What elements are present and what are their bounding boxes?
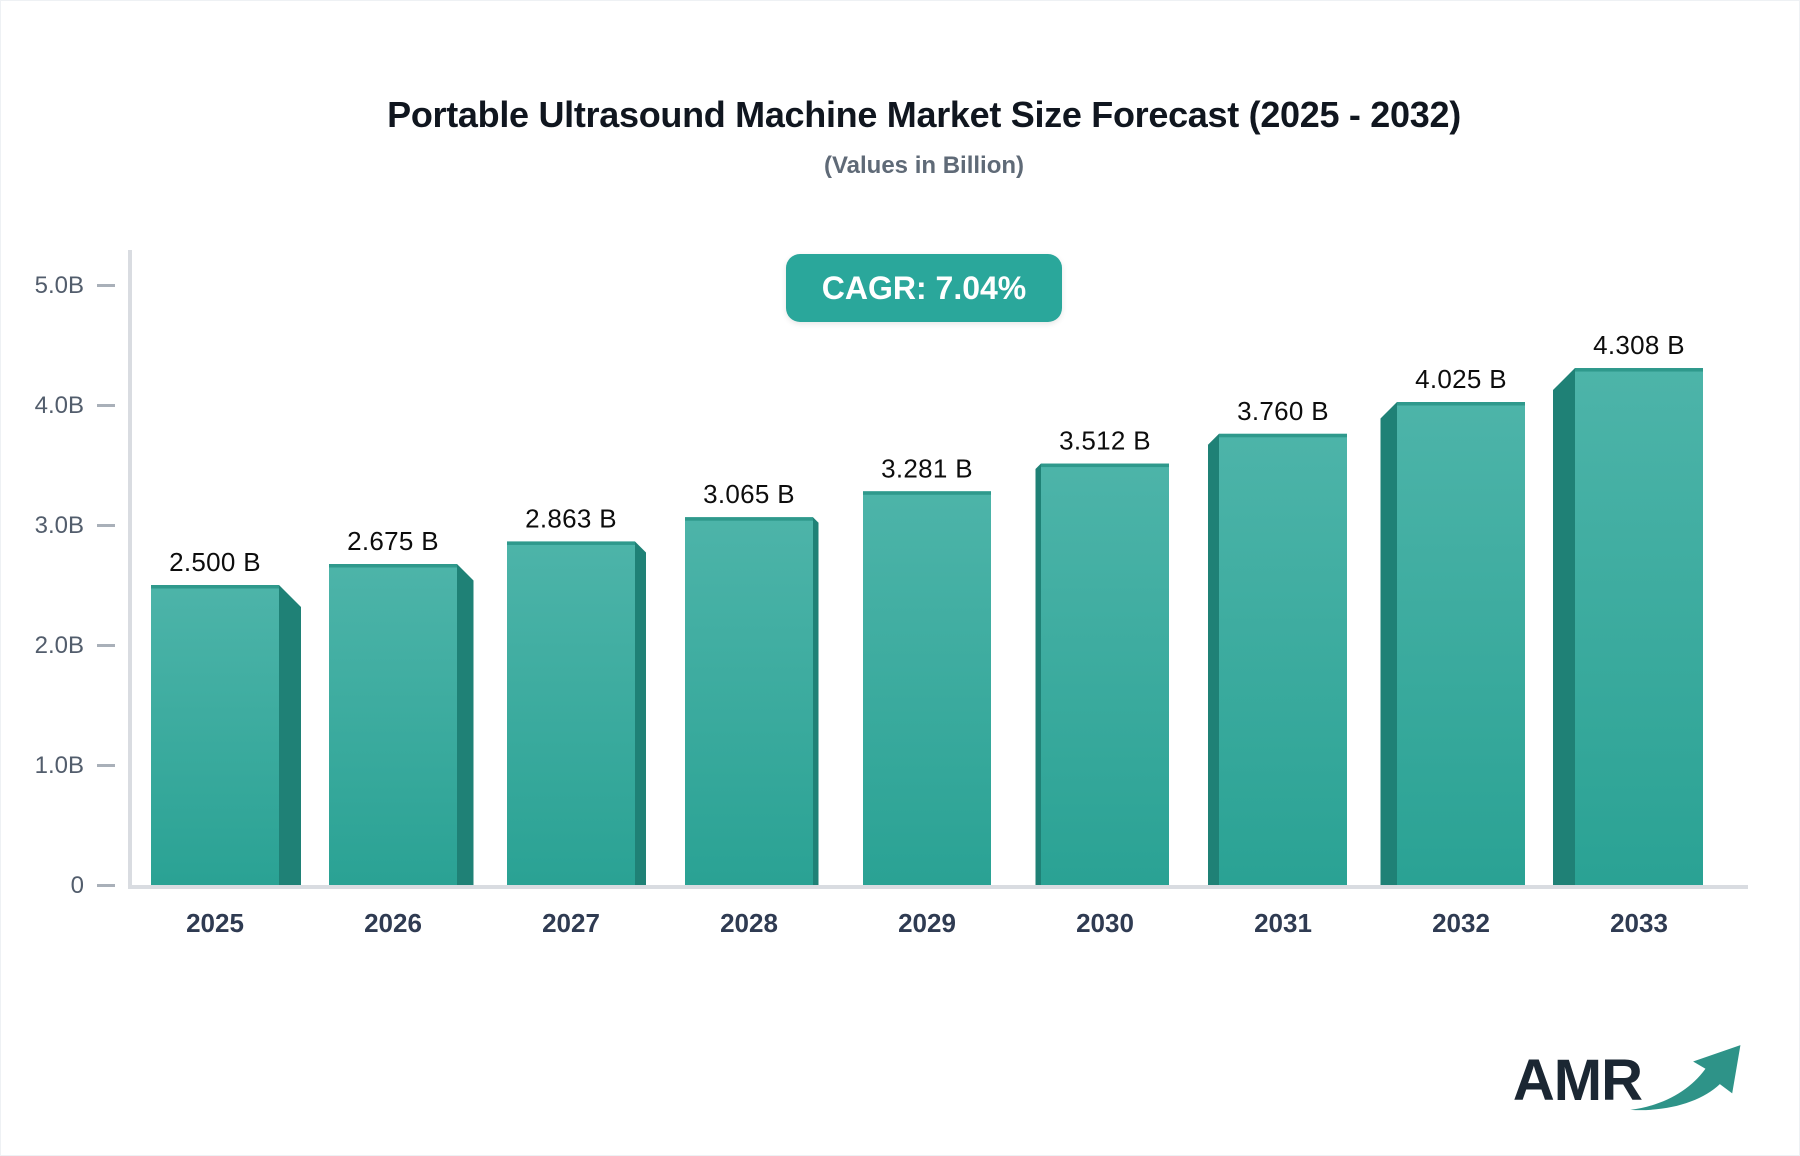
y-tick-dash xyxy=(97,524,115,527)
bar-front-face xyxy=(1219,433,1347,885)
bars-layer: 2.500 B 2025 2.675 B 2026 2.863 B 2027 3.065 B… xyxy=(151,330,1703,938)
bar-group-2032: 4.025 B 2032 xyxy=(1380,364,1525,938)
bar-top-edge xyxy=(685,517,813,521)
bar-value-label: 2.500 B xyxy=(169,547,261,577)
bar-front-face xyxy=(1397,402,1525,885)
amr-logo-text: AMR xyxy=(1512,1048,1643,1113)
bar-group-2030: 3.512 B 2030 xyxy=(1035,426,1169,938)
bar-top-edge xyxy=(1219,433,1347,438)
y-tick-label: 5.0B xyxy=(35,272,84,299)
bar-group-2028: 3.065 B 2028 xyxy=(685,479,819,938)
bar-top-edge xyxy=(507,541,635,545)
y-tick-label: 1.0B xyxy=(35,752,84,779)
y-tick-label: 4.0B xyxy=(35,392,84,419)
bar-value-label: 2.675 B xyxy=(347,526,439,556)
bar-side-face xyxy=(1553,368,1575,885)
x-category-label: 2031 xyxy=(1254,908,1312,938)
bar-value-label: 3.512 B xyxy=(1059,426,1151,456)
bar-group-2025: 2.500 B 2025 xyxy=(151,547,301,938)
bar-top-edge xyxy=(151,585,279,589)
bar-front-face xyxy=(1575,368,1703,885)
chart-title: Portable Ultrasound Machine Market Size … xyxy=(387,94,1461,135)
bar-value-label: 3.281 B xyxy=(881,453,973,483)
y-tick-dash xyxy=(97,644,115,647)
y-tick-label: 3.0B xyxy=(35,512,84,539)
bar-top-edge xyxy=(1397,402,1525,406)
bar-side-face xyxy=(457,564,474,885)
cagr-badge: CAGR: 7.04% xyxy=(785,254,1063,322)
bar-top-edge xyxy=(1575,368,1703,372)
x-category-label: 2028 xyxy=(720,908,778,938)
bar-side-face xyxy=(1208,433,1219,885)
bar-top-edge xyxy=(1041,463,1169,468)
bar-side-face xyxy=(1380,402,1397,885)
bar-front-face xyxy=(329,564,457,885)
x-axis-line xyxy=(128,885,1748,889)
bar-front-face xyxy=(507,541,635,885)
bar-top-edge xyxy=(329,564,457,568)
y-tick-dash xyxy=(97,404,115,407)
x-category-label: 2033 xyxy=(1610,908,1668,938)
x-category-label: 2025 xyxy=(186,908,244,938)
axis-layer: 0 1.0B 2.0B 3.0B 4.0B 5.0B xyxy=(35,250,1748,899)
bar-value-label: 4.308 B xyxy=(1593,330,1685,360)
bar-value-label: 4.025 B xyxy=(1415,364,1507,394)
y-tick-dash xyxy=(97,284,115,287)
bar-value-label: 2.863 B xyxy=(525,503,617,533)
x-category-label: 2027 xyxy=(542,908,600,938)
bar-side-face xyxy=(1035,463,1041,885)
bar-group-2029: 3.281 B 2029 xyxy=(863,453,991,938)
bar-front-face xyxy=(863,491,991,885)
bar-value-label: 3.760 B xyxy=(1237,396,1329,426)
bar-top-edge xyxy=(863,491,991,495)
y-tick-label: 2.0B xyxy=(35,632,84,659)
bar-front-face xyxy=(151,585,279,885)
x-category-label: 2029 xyxy=(898,908,956,938)
x-category-label: 2032 xyxy=(1432,908,1490,938)
bar-value-label: 3.065 B xyxy=(703,479,795,509)
y-tick-label: 0 xyxy=(71,872,84,899)
bar-side-face xyxy=(813,517,819,885)
y-tick-dash xyxy=(97,884,115,887)
growth-arrow-icon xyxy=(1630,1045,1741,1111)
bar-side-face xyxy=(635,541,646,885)
bar-front-face xyxy=(1041,463,1169,885)
bar-group-2031: 3.760 B 2031 xyxy=(1208,396,1347,938)
bar-side-face xyxy=(279,585,301,885)
chart-subtitle: (Values in Billion) xyxy=(823,152,1025,179)
bar-group-2027: 2.863 B 2027 xyxy=(507,503,646,938)
y-axis-line xyxy=(128,250,132,889)
amr-logo: AMR xyxy=(1512,1042,1752,1113)
y-tick-dash xyxy=(97,764,115,767)
chart-header: Portable Ultrasound Machine Market Size … xyxy=(0,0,1800,322)
bar-front-face xyxy=(685,517,813,885)
x-category-label: 2026 xyxy=(364,908,422,938)
bar-group-2026: 2.675 B 2026 xyxy=(329,526,474,938)
bar-group-2033: 4.308 B 2033 xyxy=(1553,330,1703,938)
x-category-label: 2030 xyxy=(1076,908,1134,938)
